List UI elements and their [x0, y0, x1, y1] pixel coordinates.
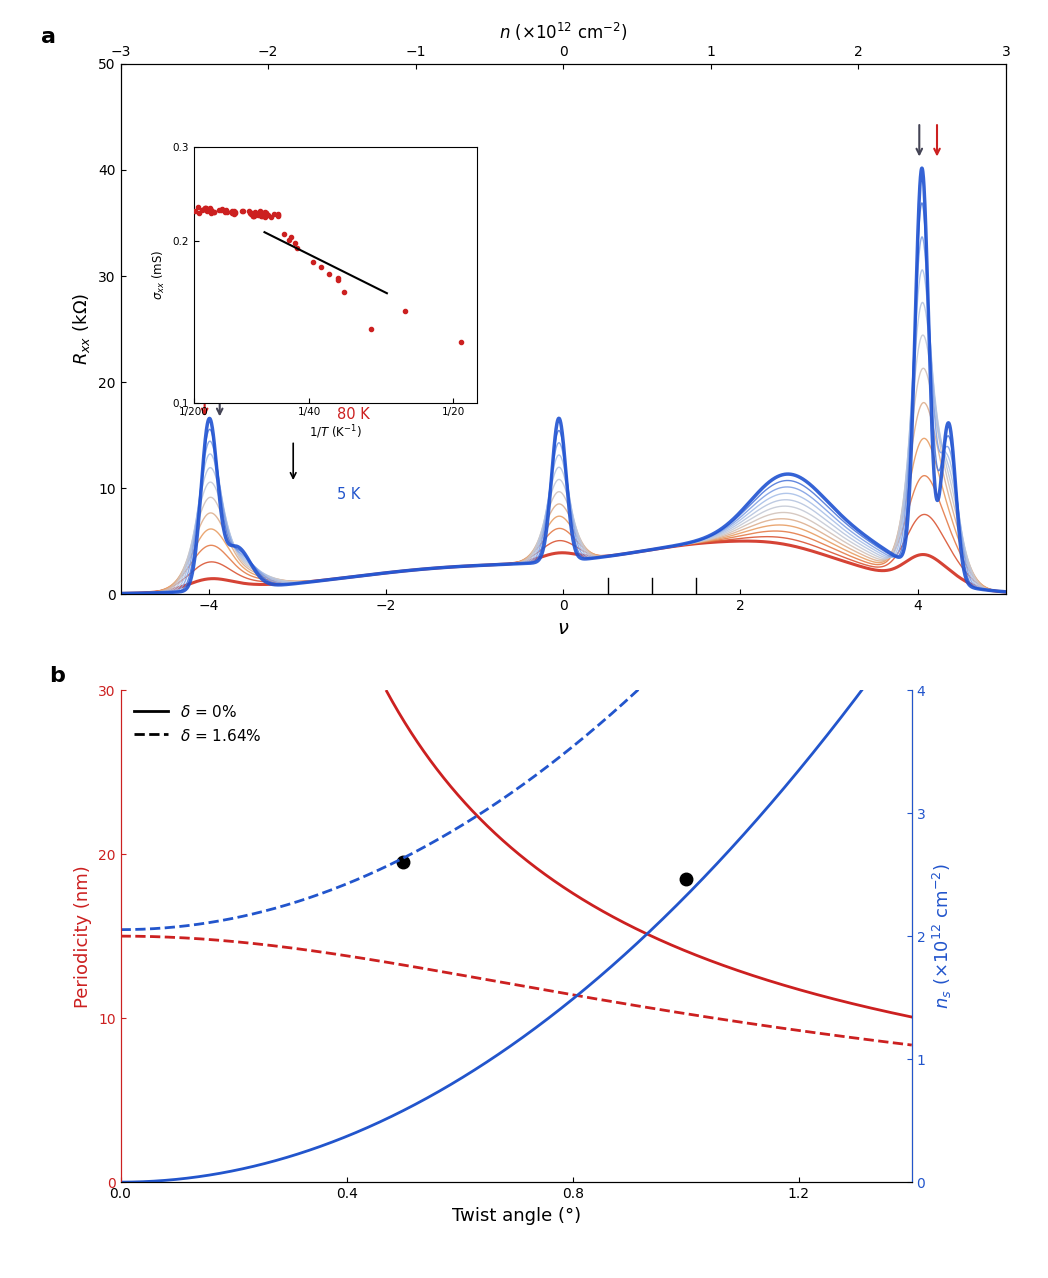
- Text: b: b: [49, 666, 65, 685]
- X-axis label: $1/T$ (K$^{-1}$): $1/T$ (K$^{-1}$): [309, 423, 362, 441]
- Y-axis label: $\sigma_{xx}$ (mS): $\sigma_{xx}$ (mS): [151, 249, 167, 300]
- Text: 80 K: 80 K: [337, 408, 370, 422]
- Legend: $\delta$ = 0%, $\delta$ = 1.64%: $\delta$ = 0%, $\delta$ = 1.64%: [128, 698, 267, 750]
- X-axis label: $\nu$: $\nu$: [558, 619, 569, 638]
- X-axis label: Twist angle (°): Twist angle (°): [452, 1206, 581, 1224]
- Text: a: a: [41, 27, 56, 47]
- Y-axis label: Periodicity (nm): Periodicity (nm): [74, 865, 92, 1007]
- Text: 5 K: 5 K: [337, 487, 361, 502]
- Y-axis label: $R_{xx}$ (k$\Omega$): $R_{xx}$ (k$\Omega$): [71, 293, 92, 366]
- Y-axis label: $n_s$ ($\times$10$^{12}$ cm$^{-2}$): $n_s$ ($\times$10$^{12}$ cm$^{-2}$): [931, 863, 954, 1010]
- X-axis label: $n$ ($\times$10$^{12}$ cm$^{-2}$): $n$ ($\times$10$^{12}$ cm$^{-2}$): [499, 22, 628, 43]
